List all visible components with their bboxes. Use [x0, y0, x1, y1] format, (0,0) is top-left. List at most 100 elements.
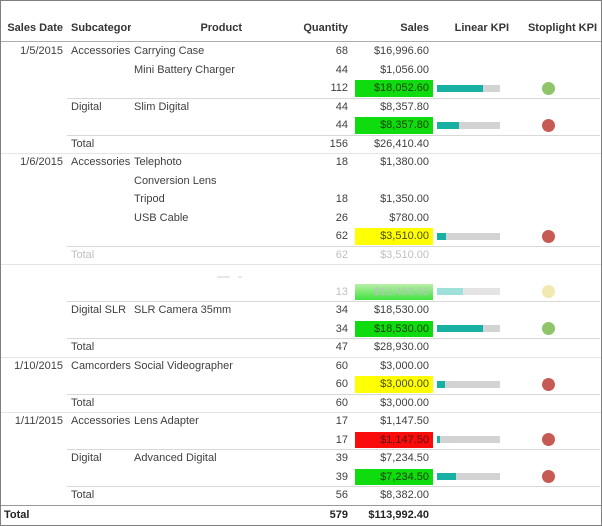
linear-kpi-bar: [437, 84, 483, 92]
sales-value: $113,992.40: [368, 508, 429, 521]
linear-kpi-track: [437, 84, 500, 92]
sales-value: $1,147.50: [380, 433, 429, 446]
linear-kpi-bar: [437, 380, 446, 388]
cell-sales-date: [1, 320, 67, 339]
cell-linear-kpi: [433, 338, 513, 357]
cell-quantity: 60: [335, 378, 348, 390]
cell-product: [131, 264, 246, 283]
table-body: 1/5/2015 Accessories Carrying Case 68 $16,99…: [1, 42, 601, 526]
cell-quantity: 34: [335, 322, 348, 335]
cell-sales: $780.00: [353, 209, 433, 228]
table-row: Digital Advanced Digital 39 $7,234.50: [1, 449, 601, 468]
cell-linear-kpi: [433, 209, 513, 228]
cell-sales: $7,234.50: [353, 468, 433, 487]
cell-quantity: [246, 264, 353, 283]
cell-quantity: 56: [335, 489, 348, 501]
cell-sales-date: [1, 468, 67, 487]
subtotal-row: 34 $18,530.00: [1, 320, 601, 339]
cell-quantity: 60: [335, 396, 348, 409]
cell-sales-date: [1, 486, 67, 505]
sales-highlight-green: [355, 283, 433, 300]
cell-linear-kpi: [433, 412, 513, 431]
cell-product: [131, 468, 246, 487]
sales-value: $3,510.00: [380, 230, 429, 242]
sales-highlight-green: [355, 320, 433, 337]
sales-value: $8,357.80: [380, 119, 429, 131]
cell-sales: [353, 264, 433, 283]
column-header-product: Product: [200, 22, 242, 34]
cell-subcategory: Accessories: [71, 45, 131, 57]
cell-quantity: 62: [335, 230, 348, 242]
cell-sales: $3,000.00: [353, 394, 433, 413]
cell-subcategory: [67, 320, 131, 339]
table-row: 1/11/2015 Accessories Lens Adapter 17 $1,147…: [1, 412, 601, 431]
table-row: Tripod 18 $1,350.00: [1, 190, 601, 209]
cell-product: Carrying Case: [134, 45, 205, 57]
stoplight-red-icon: [542, 377, 555, 391]
cell-sales: $3,510.00: [353, 227, 433, 246]
cell-stoplight-kpi: [513, 227, 601, 246]
cell-sales-date: [1, 227, 67, 246]
cell-product: [131, 283, 246, 302]
cell-product: [131, 505, 246, 526]
linear-kpi-track: [437, 473, 500, 481]
linear-kpi-bar: [437, 473, 456, 481]
sales-highlight-green: [355, 80, 433, 97]
linear-kpi-bar: [437, 232, 447, 240]
subtotal-row: 39 $7,234.50: [1, 468, 601, 487]
cell-subcategory: Total: [71, 341, 95, 353]
cell-stoplight-kpi: [513, 412, 601, 431]
cell-stoplight-kpi: [513, 190, 601, 209]
subtotal-row: 13 $10,400.00: [1, 283, 601, 302]
cell-stoplight-kpi: [513, 301, 601, 320]
table-row: Digital SLR SLR Camera 35mm 34 $18,530.00: [1, 301, 601, 320]
table-row: Total 47 $28,930.00: [1, 338, 601, 357]
cell-linear-kpi: [433, 431, 513, 450]
cell-sales-date: [1, 338, 67, 357]
cell-sales: $18,052.60: [353, 79, 433, 98]
stoplight-green-icon: [542, 322, 555, 336]
table-row: Total 156 $26,410.40: [1, 134, 601, 154]
linear-kpi-bar: [437, 288, 463, 296]
cell-linear-kpi: [433, 283, 513, 302]
cell-subcategory: [67, 375, 131, 394]
cell-linear-kpi: [433, 116, 513, 135]
sales-highlight-green: [355, 117, 433, 134]
cell-stoplight-kpi: [513, 116, 601, 135]
cell-quantity: 18: [335, 156, 348, 168]
column-header-sales-date: Sales Date: [7, 22, 63, 34]
linear-kpi-track: [437, 325, 500, 333]
cell-sales: $8,382.00: [353, 486, 433, 505]
cell-stoplight-kpi: [513, 283, 601, 302]
cell-sales-date: [1, 79, 67, 98]
blurred-row: [1, 264, 601, 283]
cell-quantity: 18: [335, 193, 348, 205]
cell-sales-date: [1, 209, 67, 228]
sales-value: $3,510.00: [380, 248, 429, 261]
cell-stoplight-kpi: [513, 449, 601, 468]
linear-kpi-bar: [437, 436, 441, 444]
subtotal-row: 112 $18,052.60: [1, 79, 601, 98]
cell-subcategory: Total: [71, 489, 95, 501]
cell-stoplight-kpi: [513, 320, 601, 339]
cell-linear-kpi: [433, 375, 513, 394]
cell-linear-kpi: [433, 320, 513, 339]
cell-sales-date: [1, 375, 67, 394]
sales-value: $18,052.60: [373, 82, 429, 94]
cell-stoplight-kpi: [513, 135, 601, 154]
table-row: 1/10/2015 Camcorders Social Videographer 60…: [1, 356, 601, 376]
cell-linear-kpi: [433, 227, 513, 246]
cell-quantity: 44: [335, 100, 348, 113]
cell-sales: $18,530.00: [353, 301, 433, 320]
cell-sales-date: [1, 431, 67, 450]
cell-sales-date: 1/10/2015: [14, 359, 63, 372]
cell-sales-date: 1/6/2015: [20, 156, 63, 168]
cell-subcategory: [67, 61, 131, 80]
cell-stoplight-kpi: [513, 61, 601, 80]
cell-subcategory: Camcorders: [71, 359, 131, 372]
cell-product: [131, 135, 246, 154]
sales-value: $780.00: [389, 211, 429, 224]
stoplight-red-icon: [542, 470, 555, 484]
blurred-text-remnant: [217, 276, 230, 278]
